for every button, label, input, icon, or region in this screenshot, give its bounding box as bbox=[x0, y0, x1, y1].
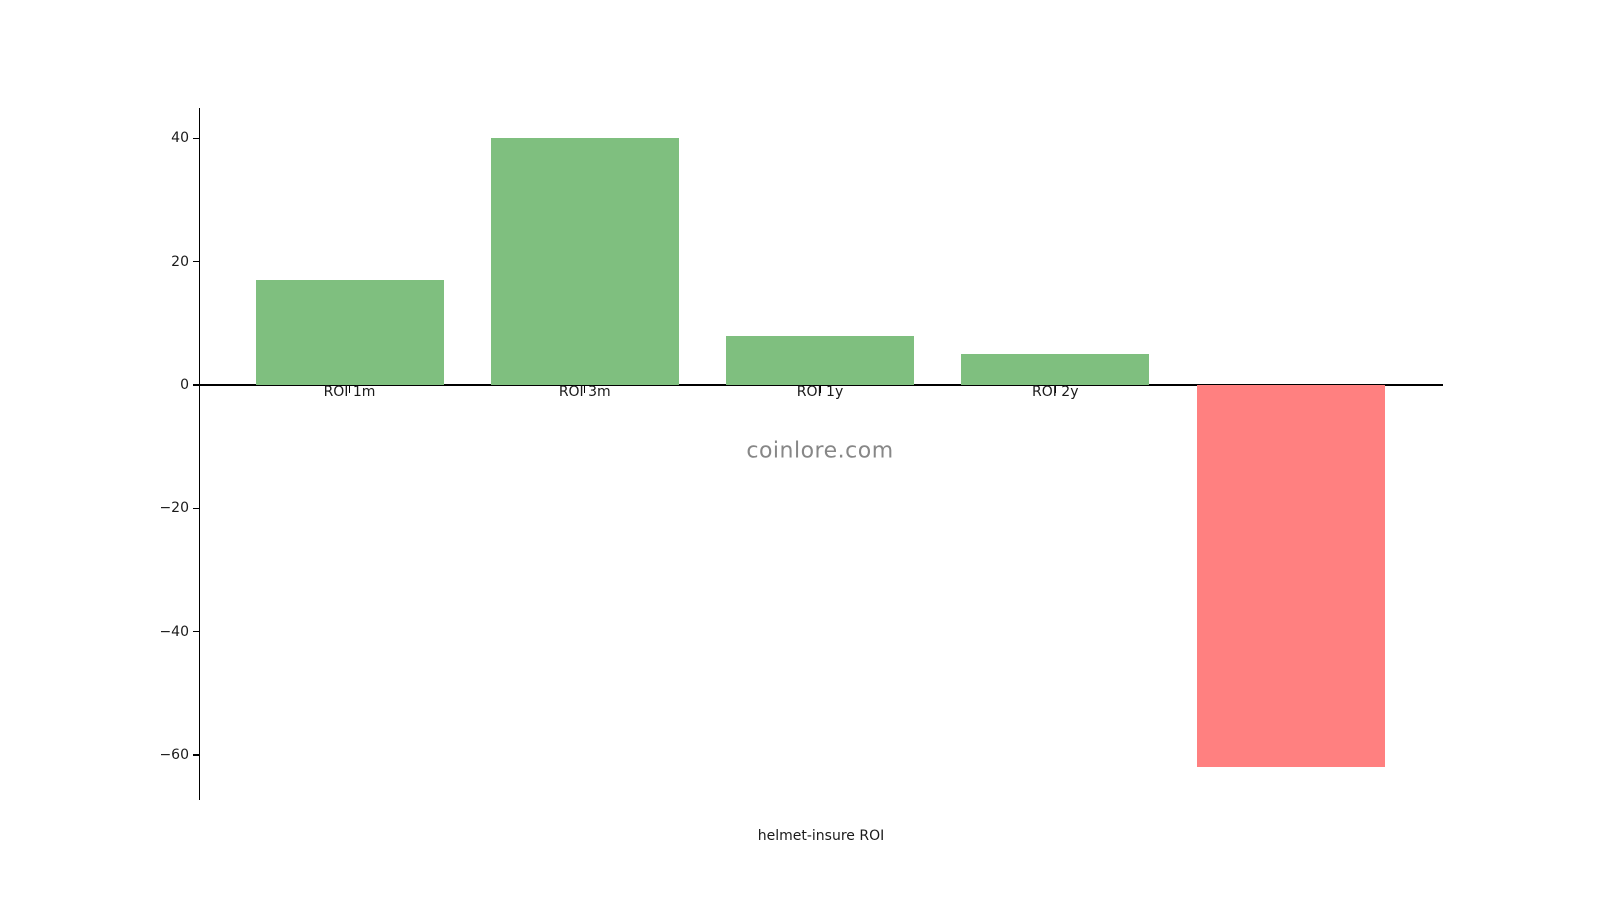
watermark: coinlore.com bbox=[746, 438, 894, 464]
y-tick-label: 40 bbox=[171, 130, 189, 147]
x-tick-label: ROI 1y bbox=[796, 384, 844, 400]
bar-roi-2y bbox=[961, 354, 1150, 385]
y-tick-label: −40 bbox=[159, 623, 189, 640]
y-tick-label: 20 bbox=[171, 253, 189, 270]
x-tick bbox=[348, 385, 351, 393]
y-tick bbox=[193, 507, 200, 509]
y-tick-label: −60 bbox=[159, 747, 189, 763]
x-tick-label: ROI 3m bbox=[558, 384, 611, 400]
bar-roi-1y bbox=[726, 335, 914, 385]
x-axis-line bbox=[199, 384, 1443, 386]
x-tick-label: ROI 2y bbox=[1031, 384, 1079, 400]
x-tick bbox=[819, 385, 821, 393]
y-tick-label: 0 bbox=[180, 377, 189, 393]
bar-roi-3m bbox=[490, 138, 679, 385]
y-tick bbox=[193, 754, 200, 756]
y-tick bbox=[193, 137, 200, 139]
y-tick bbox=[193, 261, 200, 263]
y-axis-line bbox=[199, 108, 201, 800]
x-tick-label: ROI 1m bbox=[323, 384, 376, 400]
x-axis-title: helmet-insure ROI bbox=[757, 828, 885, 844]
x-tick bbox=[1054, 385, 1056, 393]
x-tick bbox=[584, 385, 586, 393]
y-tick bbox=[193, 384, 200, 386]
bar-roi-1m bbox=[255, 280, 444, 385]
y-tick-label: −20 bbox=[159, 500, 189, 517]
bar-5 bbox=[1196, 385, 1385, 768]
y-tick bbox=[193, 631, 200, 633]
